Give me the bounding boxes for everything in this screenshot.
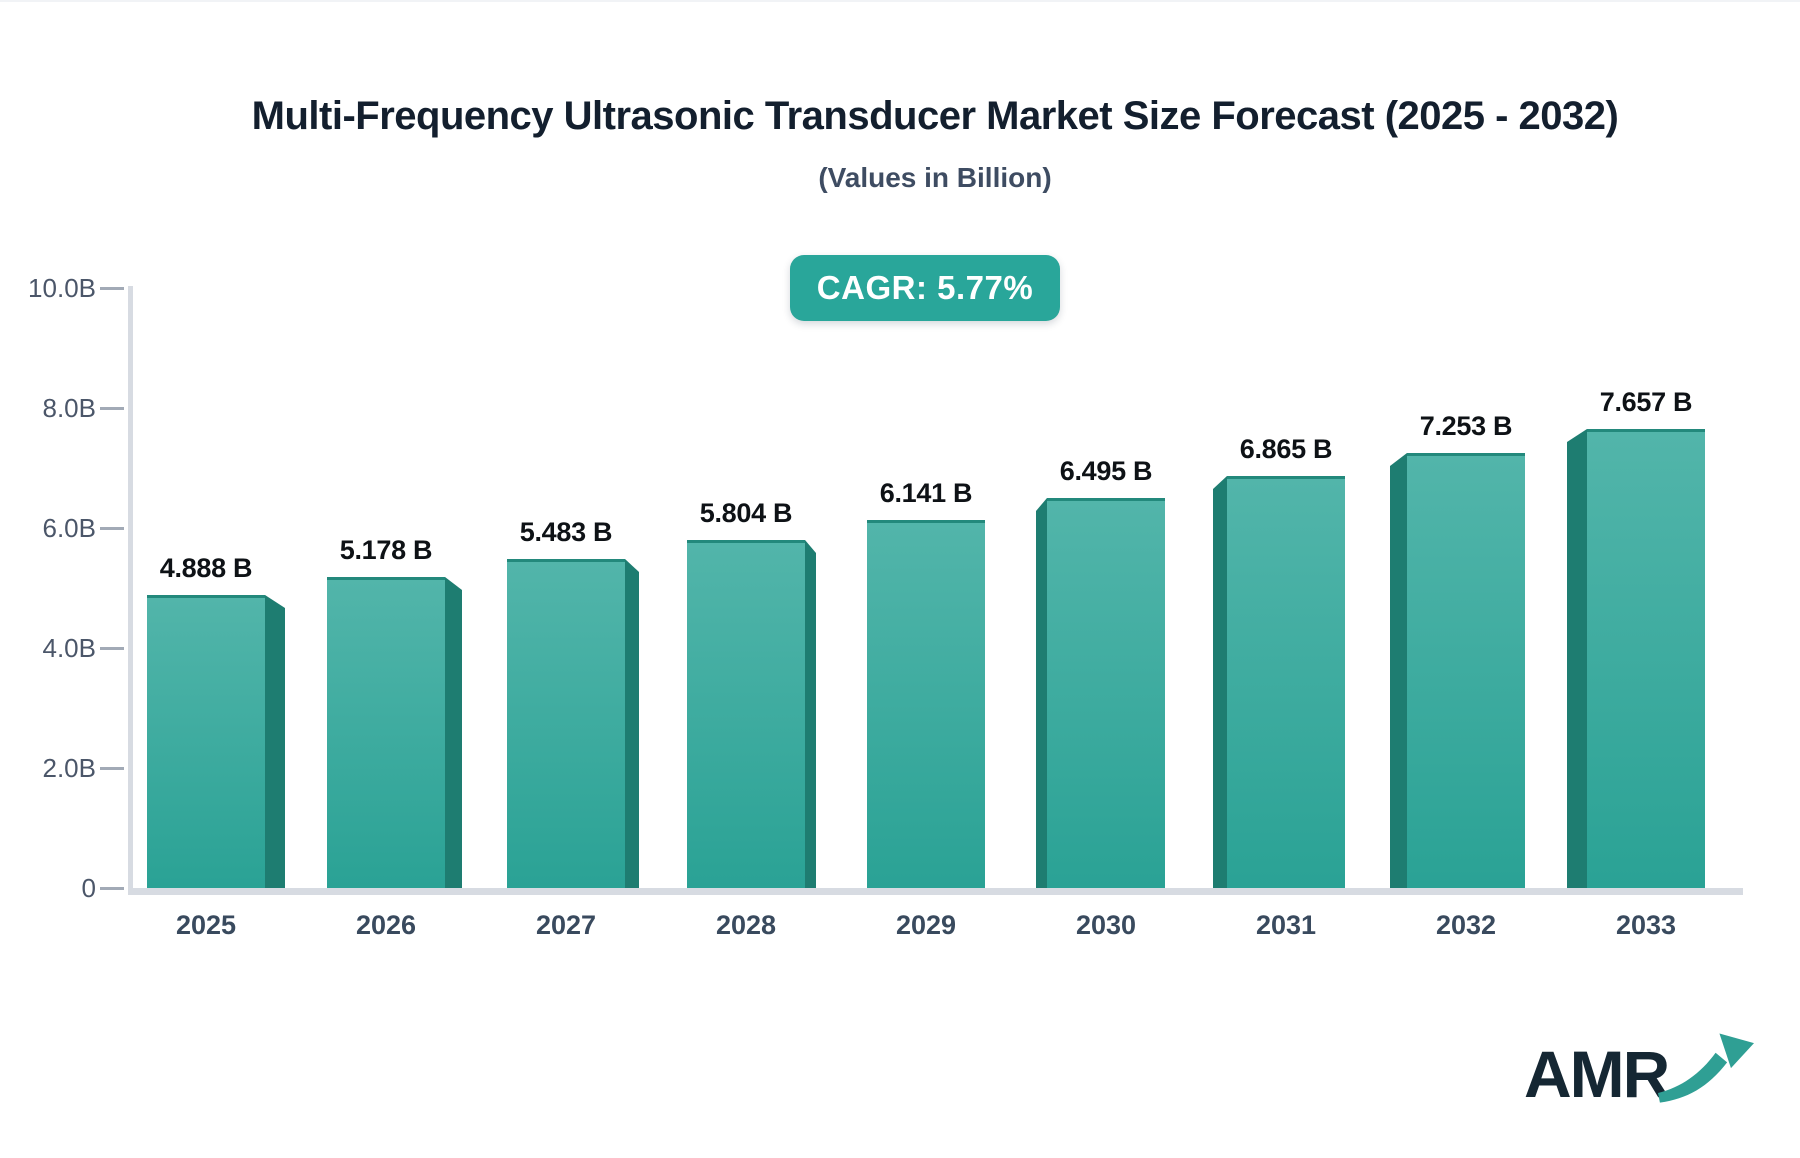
y-tick-dash <box>100 527 124 530</box>
y-tick-dash <box>100 647 124 650</box>
bar-side-face <box>1213 476 1227 888</box>
bar-value-label: 4.888 B <box>159 553 253 583</box>
chart-subtitle: (Values in Billion) <box>818 162 1052 193</box>
y-tick-label: 6.0B <box>42 513 97 543</box>
x-tick-label: 2031 <box>1255 910 1317 940</box>
y-tick-label: 8.0B <box>42 393 97 423</box>
bar-side-face <box>265 595 285 888</box>
bar <box>687 540 805 888</box>
y-tick-dash <box>100 767 124 770</box>
bar-value-label: 5.483 B <box>519 517 613 547</box>
y-tick-dash <box>100 407 124 410</box>
y-tick-dash <box>100 887 124 890</box>
x-tick-label: 2027 <box>535 910 597 940</box>
bar <box>1047 498 1165 888</box>
chart-title: Multi-Frequency Ultrasonic Transducer Ma… <box>251 94 1619 138</box>
y-tick-label: 10.0B <box>28 273 96 303</box>
bar-side-face <box>1390 453 1407 888</box>
cagr-badge-label: CAGR: 5.77% <box>816 269 1034 306</box>
y-tick-dash <box>100 287 124 290</box>
bar-value-label: 5.178 B <box>339 535 433 565</box>
bar <box>1587 429 1705 888</box>
bar <box>507 559 625 888</box>
x-tick-label: 2032 <box>1435 910 1497 940</box>
bar <box>327 577 445 888</box>
x-axis-line <box>128 888 1743 895</box>
cagr-badge: CAGR: 5.77% <box>790 255 1060 321</box>
bar-value-label: 7.253 B <box>1419 411 1513 441</box>
trend-arrow-icon <box>1658 1033 1755 1103</box>
bar-value-label: 6.865 B <box>1239 434 1333 464</box>
bar-side-face <box>1567 429 1587 888</box>
bar-value-label: 6.141 B <box>879 478 973 508</box>
y-axis-line <box>128 286 133 890</box>
x-tick-label: 2029 <box>895 910 957 940</box>
x-tick-label: 2028 <box>715 910 777 940</box>
bar <box>1407 453 1525 888</box>
bar-side-face <box>1036 498 1047 888</box>
bar <box>1227 476 1345 888</box>
bar-side-face <box>445 577 462 888</box>
bar-side-face <box>805 540 816 888</box>
x-tick-label: 2025 <box>175 910 237 940</box>
amr-logo: AMR <box>1524 1028 1774 1120</box>
amr-logo-text: AMR <box>1524 1037 1670 1111</box>
y-tick-label: 4.0B <box>42 633 97 663</box>
x-tick-label: 2026 <box>355 910 417 940</box>
bar-value-label: 7.657 B <box>1599 387 1693 417</box>
bar-value-label: 5.804 B <box>699 498 793 528</box>
x-tick-label: 2033 <box>1615 910 1677 940</box>
bar <box>867 520 985 888</box>
bar-side-face <box>625 559 639 888</box>
x-tick-label: 2030 <box>1075 910 1137 940</box>
y-tick-label: 0 <box>81 873 96 903</box>
bar-value-label: 6.495 B <box>1059 456 1153 486</box>
y-tick-label: 2.0B <box>42 753 97 783</box>
bar <box>147 595 265 888</box>
